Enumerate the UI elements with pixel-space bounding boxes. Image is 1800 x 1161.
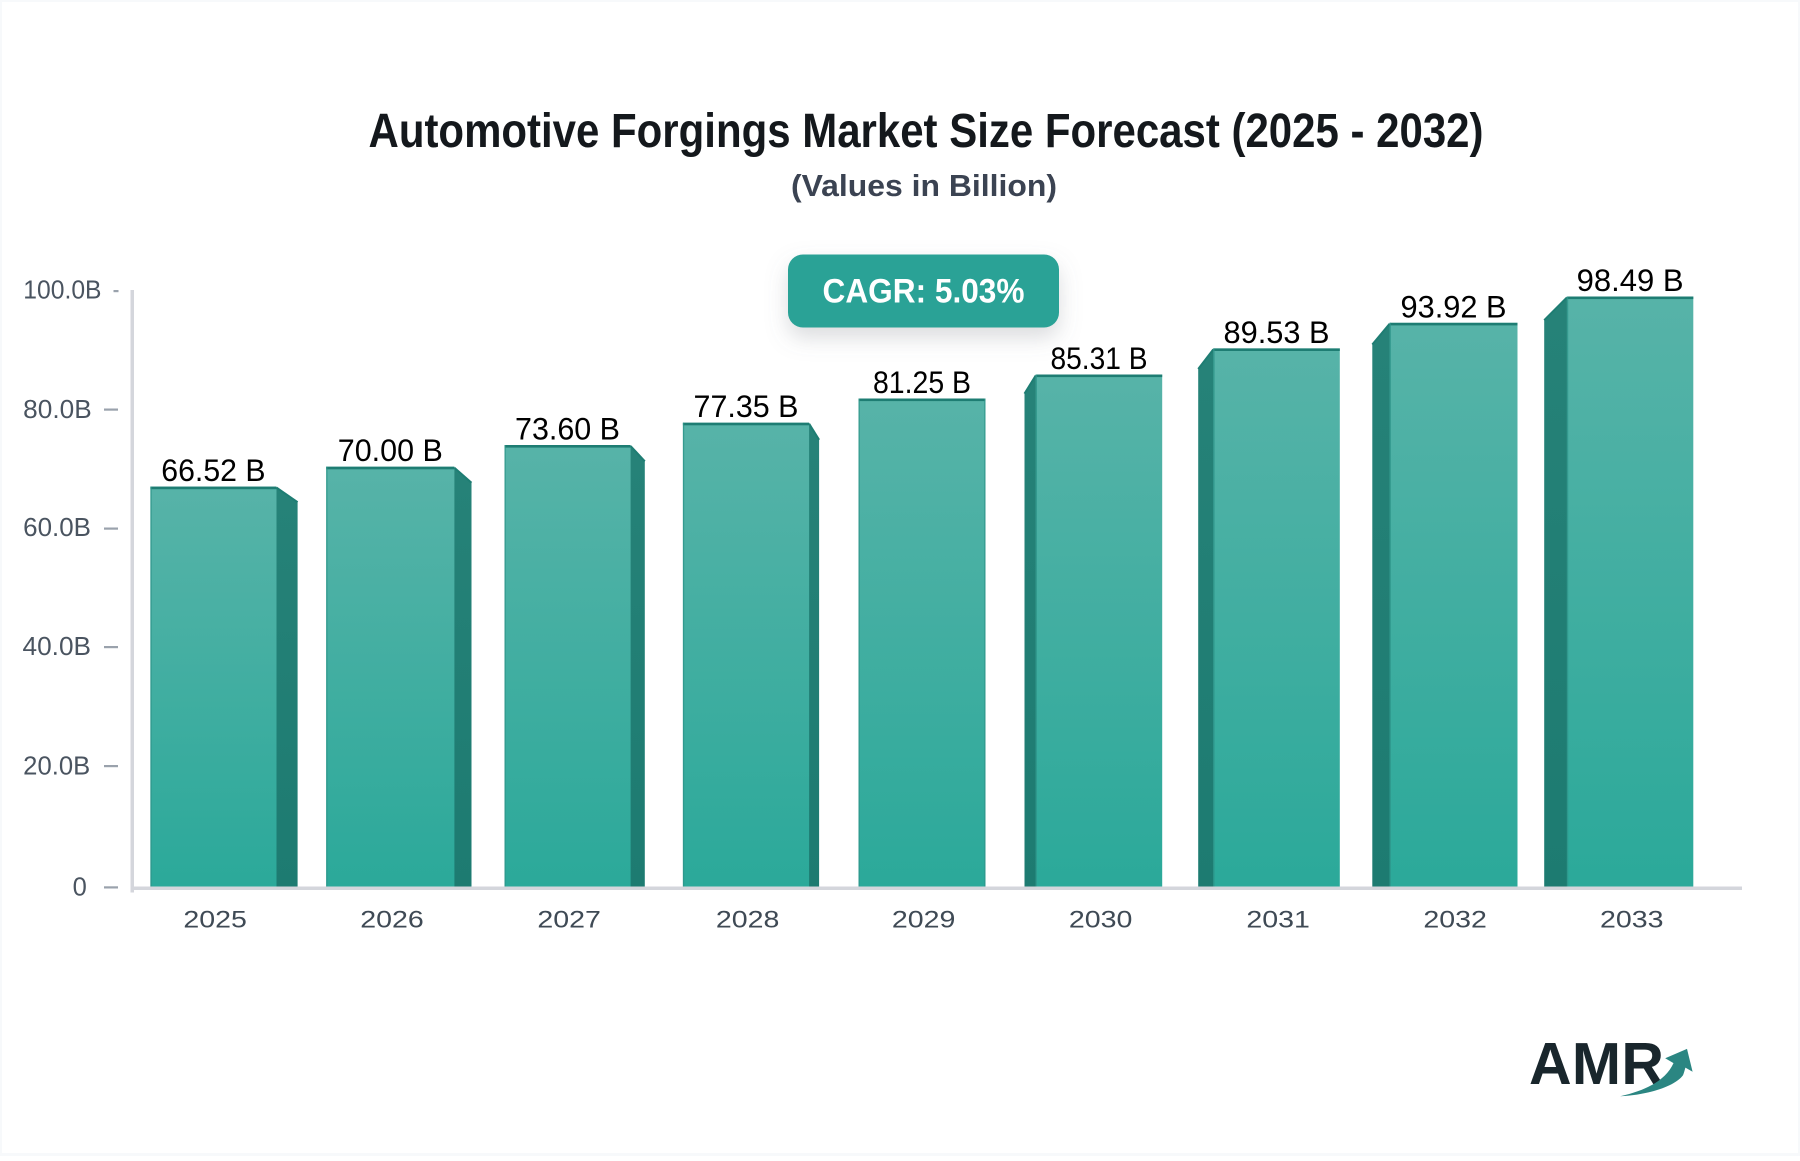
svg-text:0: 0 xyxy=(73,874,87,902)
svg-text:73.60 B: 73.60 B xyxy=(515,411,620,447)
svg-text:60.0B: 60.0B xyxy=(23,514,91,542)
svg-text:77.35 B: 77.35 B xyxy=(694,388,799,424)
svg-text:2033: 2033 xyxy=(1600,907,1664,934)
svg-text:2031: 2031 xyxy=(1246,907,1310,934)
svg-text:89.53 B: 89.53 B xyxy=(1224,314,1330,350)
svg-text:2025: 2025 xyxy=(183,907,247,934)
svg-text:2027: 2027 xyxy=(537,907,601,934)
svg-text:80.0B: 80.0B xyxy=(23,396,92,424)
svg-text:Automotive Forgings Market Siz: Automotive Forgings Market Size Forecast… xyxy=(369,105,1484,158)
svg-text:66.52 B: 66.52 B xyxy=(161,452,265,488)
svg-text:2028: 2028 xyxy=(716,907,780,934)
svg-text:2032: 2032 xyxy=(1423,907,1487,934)
svg-text:70.00 B: 70.00 B xyxy=(338,432,443,468)
svg-text:85.31 B: 85.31 B xyxy=(1051,340,1148,376)
svg-text:81.25 B: 81.25 B xyxy=(873,364,971,400)
svg-text:20.0B: 20.0B xyxy=(23,752,90,780)
svg-text:2026: 2026 xyxy=(360,907,424,934)
svg-text:100.0B: 100.0B xyxy=(23,277,101,305)
svg-text:93.92 B: 93.92 B xyxy=(1401,288,1507,324)
svg-text:2029: 2029 xyxy=(892,907,956,934)
svg-text:98.49 B: 98.49 B xyxy=(1577,262,1684,298)
svg-text:(Values in Billion): (Values in Billion) xyxy=(791,168,1057,203)
svg-text:40.0B: 40.0B xyxy=(23,633,92,661)
svg-text:CAGR: 5.03%: CAGR: 5.03% xyxy=(823,273,1025,311)
svg-text:AMR: AMR xyxy=(1529,1031,1664,1097)
svg-text:2030: 2030 xyxy=(1069,907,1133,934)
